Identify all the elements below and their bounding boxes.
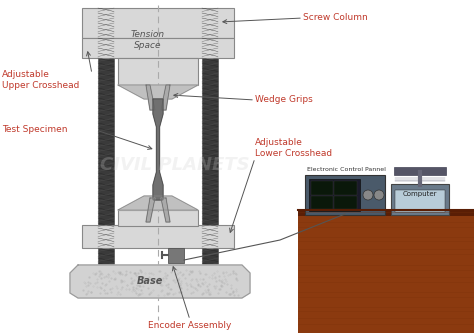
Polygon shape bbox=[118, 196, 198, 210]
Polygon shape bbox=[153, 99, 163, 200]
Text: Adjustable
Lower Crosshead: Adjustable Lower Crosshead bbox=[255, 138, 332, 158]
Text: Screw Column: Screw Column bbox=[303, 14, 368, 23]
Polygon shape bbox=[146, 198, 155, 222]
FancyBboxPatch shape bbox=[309, 179, 360, 211]
Text: Test Specimen: Test Specimen bbox=[2, 126, 67, 135]
Text: Tension
Space: Tension Space bbox=[131, 30, 165, 50]
Circle shape bbox=[374, 190, 384, 200]
Polygon shape bbox=[146, 85, 155, 110]
FancyBboxPatch shape bbox=[118, 58, 198, 85]
FancyBboxPatch shape bbox=[335, 195, 357, 209]
FancyBboxPatch shape bbox=[395, 190, 445, 212]
Text: Base: Base bbox=[137, 276, 163, 286]
Text: Computer: Computer bbox=[403, 191, 437, 197]
Text: Electronic Control Pannel: Electronic Control Pannel bbox=[307, 167, 386, 172]
Polygon shape bbox=[70, 265, 250, 298]
FancyBboxPatch shape bbox=[82, 225, 234, 248]
FancyBboxPatch shape bbox=[118, 210, 198, 226]
FancyBboxPatch shape bbox=[298, 210, 474, 216]
FancyBboxPatch shape bbox=[305, 175, 385, 215]
Text: CIVIL PLANETS: CIVIL PLANETS bbox=[100, 156, 250, 174]
FancyBboxPatch shape bbox=[202, 8, 218, 272]
FancyBboxPatch shape bbox=[335, 181, 357, 194]
Polygon shape bbox=[161, 85, 170, 110]
FancyBboxPatch shape bbox=[298, 210, 474, 333]
Text: Wedge Grips: Wedge Grips bbox=[255, 96, 313, 105]
FancyBboxPatch shape bbox=[394, 167, 446, 175]
Text: Encoder Assembly: Encoder Assembly bbox=[148, 321, 232, 330]
FancyBboxPatch shape bbox=[82, 38, 234, 58]
Circle shape bbox=[363, 190, 373, 200]
Polygon shape bbox=[118, 85, 198, 99]
FancyBboxPatch shape bbox=[98, 8, 114, 272]
Text: Adjustable
Upper Crosshead: Adjustable Upper Crosshead bbox=[2, 70, 79, 90]
FancyBboxPatch shape bbox=[391, 184, 449, 215]
FancyBboxPatch shape bbox=[82, 8, 234, 38]
FancyBboxPatch shape bbox=[311, 181, 334, 194]
FancyBboxPatch shape bbox=[311, 195, 334, 209]
Polygon shape bbox=[161, 198, 170, 222]
FancyBboxPatch shape bbox=[168, 248, 184, 263]
